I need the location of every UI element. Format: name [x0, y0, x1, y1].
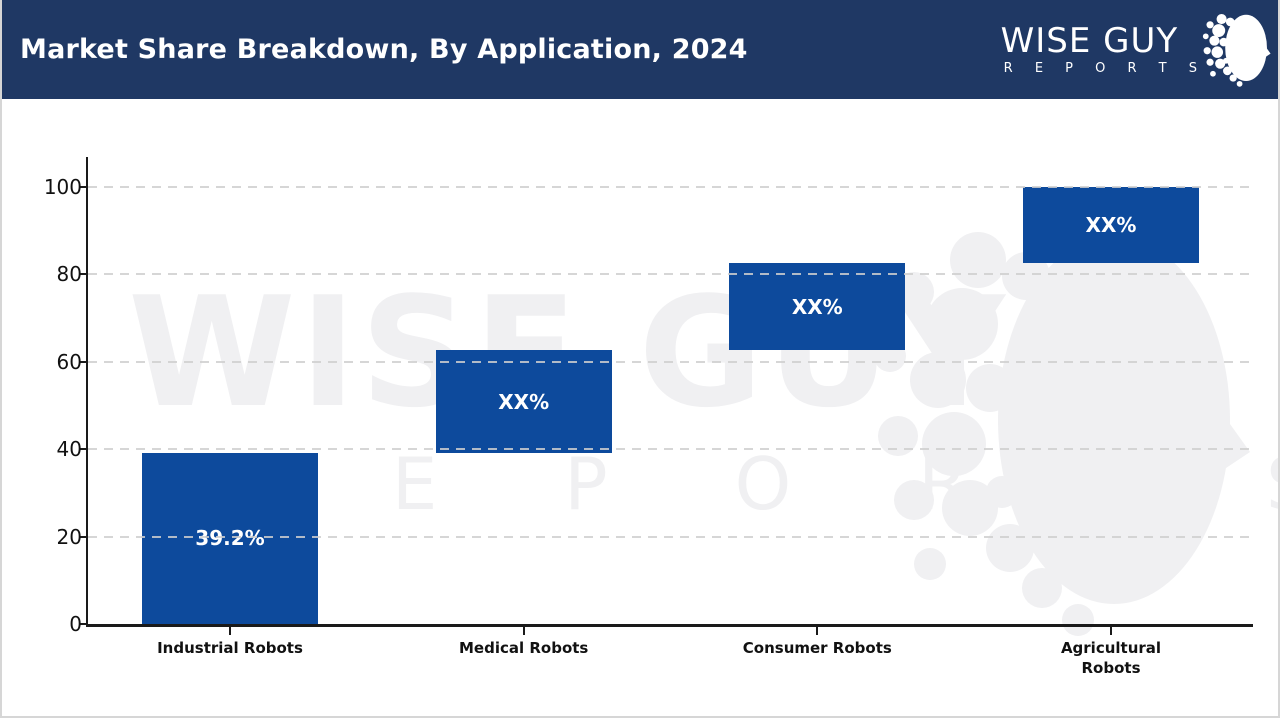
bar-label-industrial-robots: 39.2%	[195, 526, 265, 551]
x-tick-industrial-robots	[229, 627, 231, 635]
gridline-80	[88, 273, 1253, 276]
bar-consumer-robots: XX%	[729, 262, 906, 351]
category-label-agricultural-robots: Agricultural Robots	[1060, 639, 1162, 677]
y-tick-label-80: 80	[56, 262, 82, 287]
bar-label-consumer-robots: XX%	[791, 294, 843, 319]
y-tick-label-60: 60	[56, 349, 82, 374]
y-tick-20	[79, 535, 87, 538]
watermark-head-icon	[874, 232, 1250, 636]
y-tick-0	[79, 623, 87, 625]
gridline-40	[88, 448, 1253, 451]
logo-text: WISE GUY R E P O R T S	[1001, 24, 1206, 76]
category-label-medical-robots: Medical Robots	[459, 639, 589, 657]
y-tick-40	[79, 448, 87, 451]
y-axis-line	[86, 157, 88, 627]
page-title: Market Share Breakdown, By Application, …	[20, 34, 748, 65]
category-label-consumer-robots: Consumer Robots	[742, 639, 892, 657]
y-tick-label-40: 40	[56, 437, 82, 462]
x-tick-agricultural-robots	[1110, 627, 1112, 635]
logo-subtitle: R E P O R T S	[1003, 60, 1206, 76]
y-tick-label-100: 100	[43, 175, 82, 199]
x-axis-line	[86, 624, 1253, 627]
plot-area: 0 20 40 60 80 100 39.2% Industrial Robots XX% Med…	[0, 99, 1280, 720]
bar-medical-robots: XX%	[435, 350, 612, 453]
header-bar: Market Share Breakdown, By Application, …	[0, 0, 1280, 99]
y-tick-label-0: 0	[69, 612, 82, 636]
x-tick-consumer-robots	[816, 627, 819, 635]
bar-industrial-robots: 39.2%	[142, 452, 318, 624]
x-tick-medical-robots	[522, 627, 525, 635]
dotted-head-icon	[1202, 13, 1271, 87]
bar-agricultural-robots: XX%	[1023, 187, 1199, 263]
y-tick-60	[79, 360, 87, 363]
y-tick-80	[79, 273, 87, 276]
y-tick-100	[79, 186, 87, 188]
gridline-60	[88, 360, 1253, 363]
bar-label-medical-robots: XX%	[498, 389, 550, 414]
y-tick-label-20: 20	[56, 524, 82, 549]
bar-label-agricultural-robots: XX%	[1085, 212, 1137, 237]
wise-guy-reports-logo: WISE GUY R E P O R T S	[1001, 8, 1272, 92]
logo-wordmark: WISE GUY	[1000, 20, 1179, 61]
category-label-industrial-robots: Industrial Robots	[157, 639, 303, 657]
